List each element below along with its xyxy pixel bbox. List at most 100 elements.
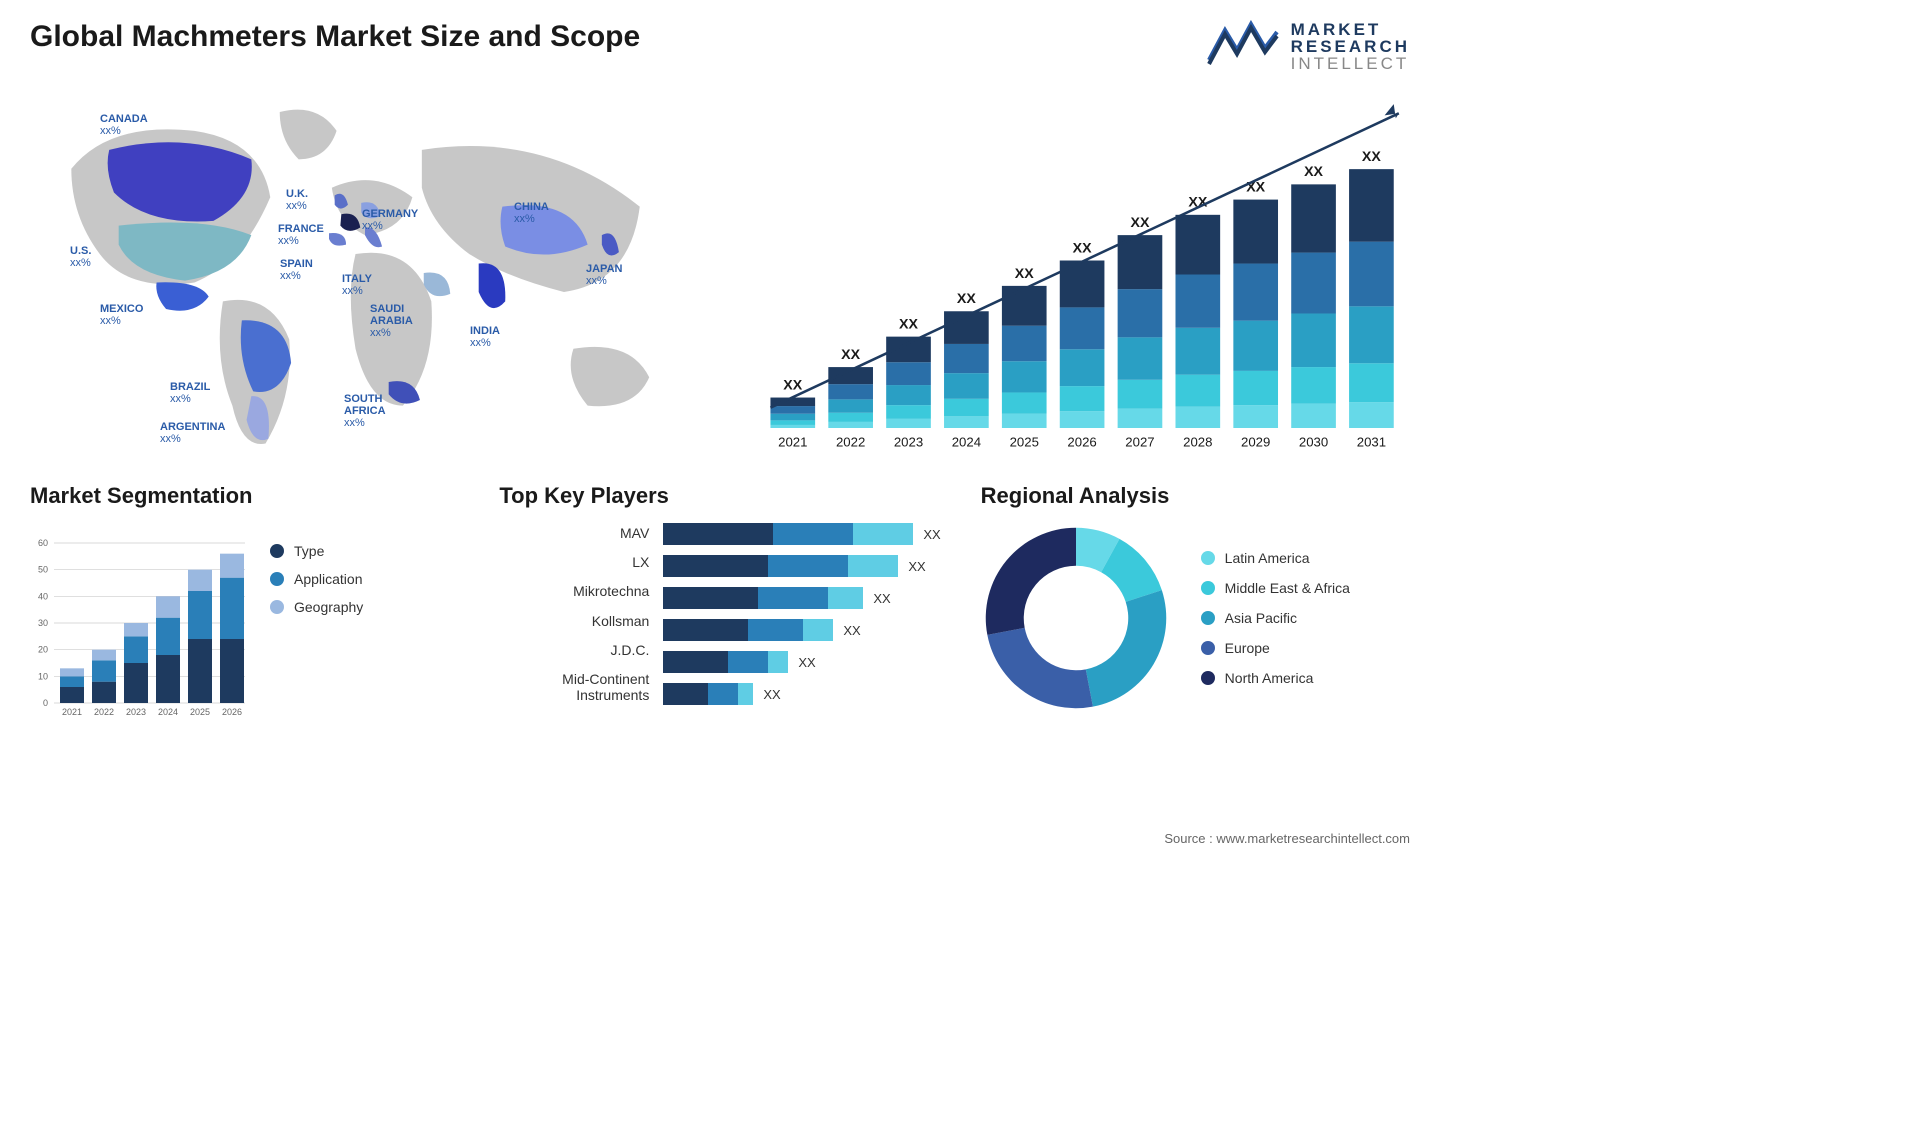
player-row: XX xyxy=(663,683,940,705)
growth-chart: 2021XX2022XX2023XX2024XX2025XX2026XX2027… xyxy=(740,93,1410,458)
footer-source: Source : www.marketresearchintellect.com xyxy=(1164,831,1410,846)
svg-text:XX: XX xyxy=(1246,179,1265,195)
map-label-japan: JAPANxx% xyxy=(586,263,622,287)
svg-text:XX: XX xyxy=(1130,215,1149,231)
growth-chart-panel: 2021XX2022XX2023XX2024XX2025XX2026XX2027… xyxy=(740,93,1410,453)
logo-mark-icon xyxy=(1207,20,1279,73)
header: Global Machmeters Market Size and Scope … xyxy=(30,20,1410,73)
svg-text:2023: 2023 xyxy=(894,434,923,449)
map-label-france: FRANCExx% xyxy=(278,223,324,247)
svg-text:2024: 2024 xyxy=(158,707,178,717)
legend-label: Type xyxy=(294,543,324,559)
player-bar-segment xyxy=(803,619,833,641)
map-label-india: INDIAxx% xyxy=(470,325,500,349)
legend-label: North America xyxy=(1225,670,1314,686)
svg-text:XX: XX xyxy=(899,317,918,333)
seg-legend-geography: Geography xyxy=(270,599,363,615)
svg-text:2026: 2026 xyxy=(1067,434,1096,449)
player-bar xyxy=(663,683,753,705)
regional-legend-item: Europe xyxy=(1201,640,1350,656)
player-bar xyxy=(663,555,898,577)
player-bar-segment xyxy=(768,555,848,577)
legend-dot-icon xyxy=(1201,671,1215,685)
player-bar-segment xyxy=(748,619,803,641)
player-value: XX xyxy=(843,623,860,638)
svg-text:2022: 2022 xyxy=(836,434,865,449)
player-label: MAV xyxy=(499,525,649,541)
legend-dot-icon xyxy=(1201,641,1215,655)
player-bar xyxy=(663,523,913,545)
map-label-south-africa: SOUTH AFRICAxx% xyxy=(344,393,394,429)
regional-legend-item: North America xyxy=(1201,670,1350,686)
svg-text:2028: 2028 xyxy=(1183,434,1212,449)
map-label-italy: ITALYxx% xyxy=(342,273,372,297)
regional-legend-item: Middle East & Africa xyxy=(1201,580,1350,596)
map-label-brazil: BRAZILxx% xyxy=(170,381,210,405)
map-label-u-k-: U.K.xx% xyxy=(286,188,308,212)
svg-text:20: 20 xyxy=(38,645,48,655)
seg-legend-type: Type xyxy=(270,543,363,559)
regional-legend-item: Latin America xyxy=(1201,550,1350,566)
map-label-saudi-arabia: SAUDI ARABIAxx% xyxy=(370,303,420,339)
player-value: XX xyxy=(763,687,780,702)
players-panel: Top Key Players MAVLXMikrotechnaKollsman… xyxy=(499,483,940,763)
legend-dot-icon xyxy=(1201,551,1215,565)
logo: MARKET RESEARCH INTELLECT xyxy=(1207,20,1410,73)
svg-text:2027: 2027 xyxy=(1125,434,1154,449)
player-bar xyxy=(663,587,863,609)
logo-text: MARKET RESEARCH INTELLECT xyxy=(1291,21,1410,72)
player-label: Mid-Continent Instruments xyxy=(499,671,649,703)
svg-text:2021: 2021 xyxy=(778,434,807,449)
map-label-spain: SPAINxx% xyxy=(280,258,313,282)
svg-text:10: 10 xyxy=(38,671,48,681)
legend-label: Geography xyxy=(294,599,363,615)
players-bars: XX XX XX XX XX XX xyxy=(663,523,940,705)
player-bar-segment xyxy=(768,651,788,673)
legend-label: Europe xyxy=(1225,640,1270,656)
svg-text:2025: 2025 xyxy=(190,707,210,717)
player-bar-segment xyxy=(663,587,758,609)
seg-legend-application: Application xyxy=(270,571,363,587)
svg-text:0: 0 xyxy=(43,698,48,708)
player-label: Kollsman xyxy=(499,613,649,629)
svg-text:2031: 2031 xyxy=(1357,434,1386,449)
legend-label: Latin America xyxy=(1225,550,1310,566)
svg-text:2023: 2023 xyxy=(126,707,146,717)
map-label-u-s-: U.S.xx% xyxy=(70,245,91,269)
map-label-canada: CANADAxx% xyxy=(100,113,148,137)
segmentation-legend: Type Application Geography xyxy=(270,523,363,723)
row-2: Market Segmentation 01020304050602021202… xyxy=(30,483,1410,763)
player-row: XX xyxy=(663,651,940,673)
player-label: LX xyxy=(499,554,649,570)
player-bar-segment xyxy=(708,683,738,705)
regional-legend-item: Asia Pacific xyxy=(1201,610,1350,626)
svg-text:50: 50 xyxy=(38,565,48,575)
legend-dot-icon xyxy=(270,572,284,586)
page-title: Global Machmeters Market Size and Scope xyxy=(30,20,640,54)
player-row: XX xyxy=(663,619,940,641)
player-bar xyxy=(663,651,788,673)
svg-text:XX: XX xyxy=(841,347,860,363)
svg-text:XX: XX xyxy=(957,291,976,307)
world-map-panel: CANADAxx%U.S.xx%MEXICOxx%BRAZILxx%ARGENT… xyxy=(30,93,700,453)
svg-text:40: 40 xyxy=(38,591,48,601)
logo-line2: RESEARCH xyxy=(1291,38,1410,55)
player-bar-segment xyxy=(663,523,773,545)
legend-dot-icon xyxy=(270,600,284,614)
player-value: XX xyxy=(923,527,940,542)
player-label: J.D.C. xyxy=(499,642,649,658)
legend-dot-icon xyxy=(1201,581,1215,595)
segmentation-panel: Market Segmentation 01020304050602021202… xyxy=(30,483,459,763)
legend-label: Middle East & Africa xyxy=(1225,580,1350,596)
svg-text:2026: 2026 xyxy=(222,707,242,717)
segmentation-title: Market Segmentation xyxy=(30,483,459,509)
player-bar-segment xyxy=(663,619,748,641)
map-label-mexico: MEXICOxx% xyxy=(100,303,143,327)
legend-dot-icon xyxy=(1201,611,1215,625)
svg-text:XX: XX xyxy=(1073,240,1092,256)
legend-label: Application xyxy=(294,571,363,587)
player-value: XX xyxy=(908,559,925,574)
row-1: CANADAxx%U.S.xx%MEXICOxx%BRAZILxx%ARGENT… xyxy=(30,93,1410,453)
player-value: XX xyxy=(873,591,890,606)
player-value: XX xyxy=(798,655,815,670)
